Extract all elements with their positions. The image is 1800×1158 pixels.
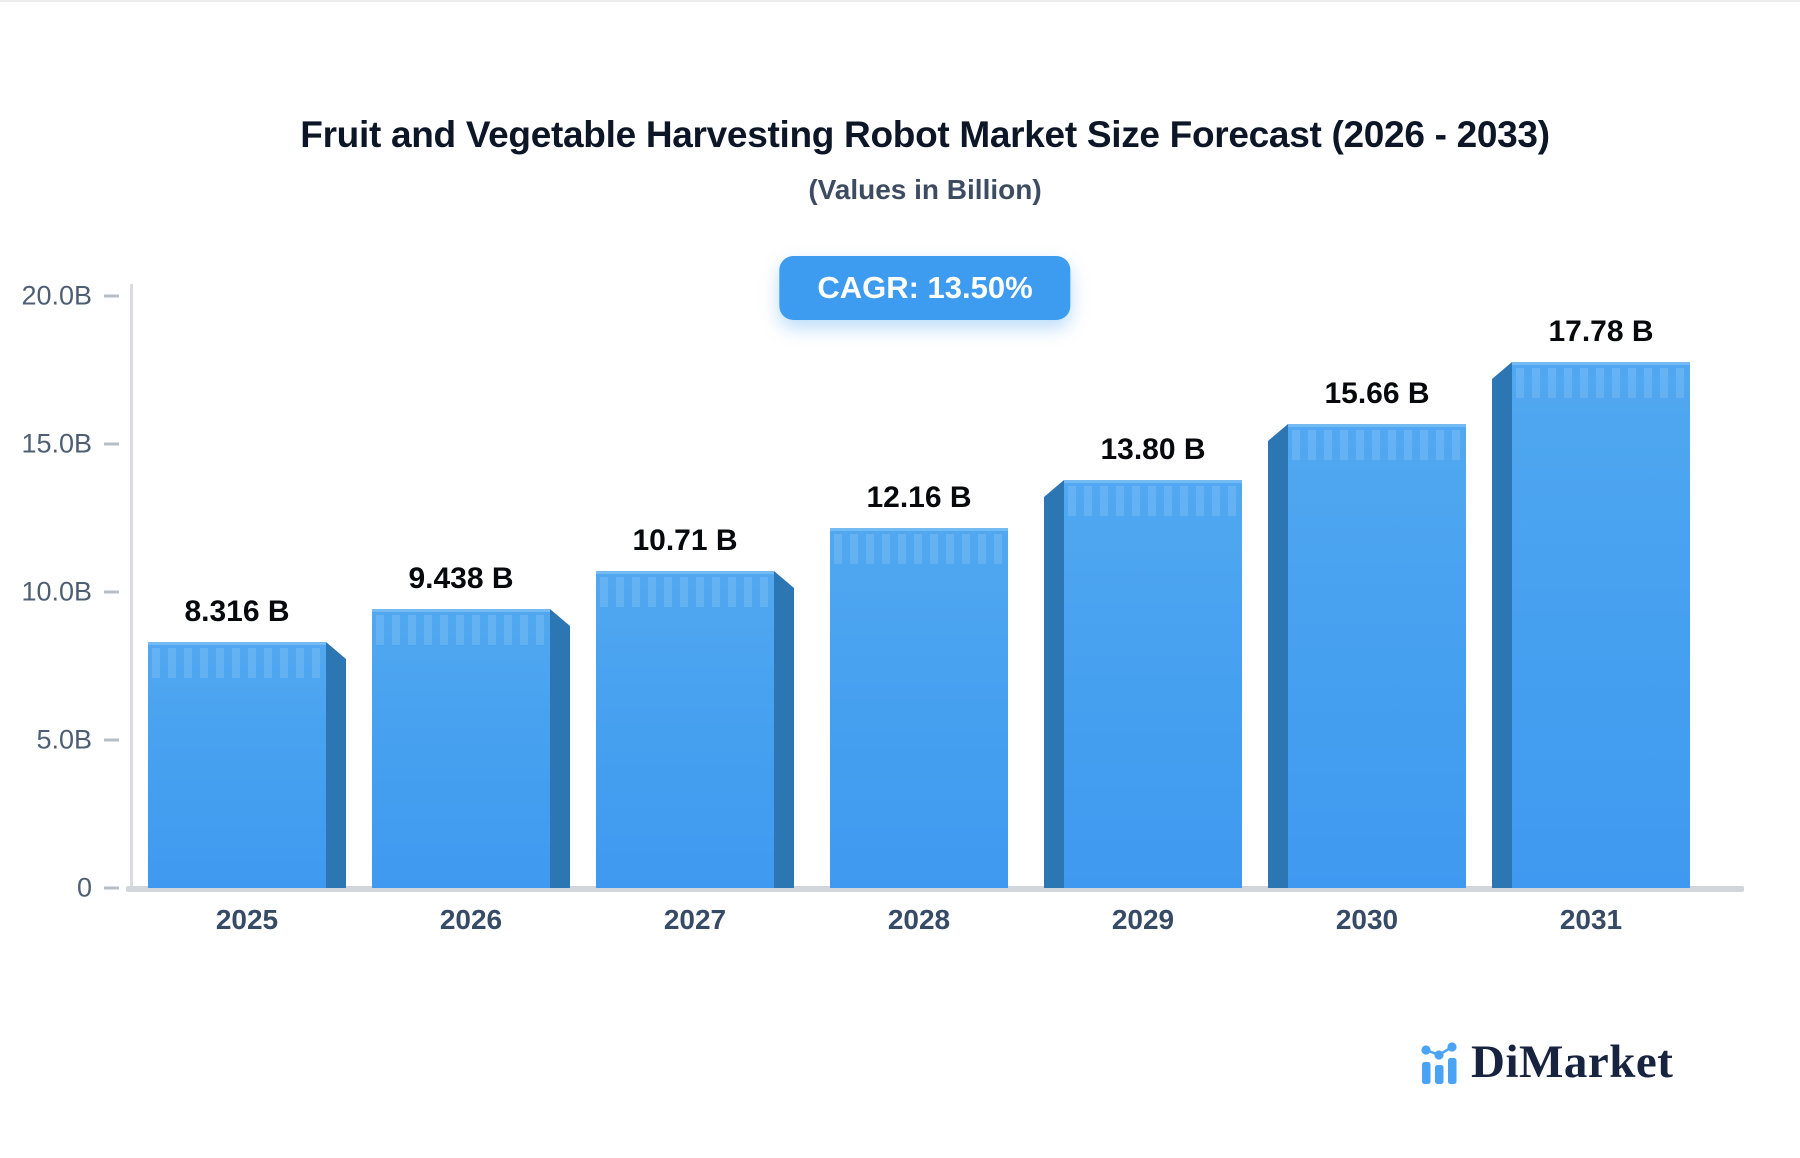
bar-3d-side <box>1044 480 1064 888</box>
y-tick-label: 20.0B <box>21 280 92 311</box>
bar <box>148 642 326 888</box>
bar-value-label: 8.316 B <box>184 595 290 628</box>
bar <box>372 609 550 888</box>
x-axis-label: 2028 <box>887 904 951 935</box>
y-tick-mark <box>104 590 119 594</box>
bar <box>1064 480 1242 888</box>
y-tick-label: 10.0B <box>21 576 92 607</box>
y-tick-mark <box>104 886 119 890</box>
bar <box>1512 362 1690 888</box>
bar-value-label: 12.16 B <box>866 481 972 514</box>
y-axis-line <box>130 284 133 888</box>
dimarket-logo: DiMarket <box>1418 1038 1673 1086</box>
x-axis-label: 2025 <box>215 904 279 935</box>
x-axis-label: 2031 <box>1559 904 1623 935</box>
y-tick-mark <box>104 294 119 298</box>
bar-value-label: 9.438 B <box>408 562 514 595</box>
x-axis-label: 2030 <box>1335 904 1399 935</box>
logo-text: DiMarket <box>1471 1036 1674 1088</box>
bar-value-label: 17.78 B <box>1548 315 1654 348</box>
bar-3d-side <box>550 609 570 888</box>
y-tick-mark <box>104 442 119 446</box>
bar <box>830 528 1008 888</box>
y-tick-label: 15.0B <box>21 428 92 459</box>
bar-3d-side <box>1268 424 1288 888</box>
x-axis-label: 2029 <box>1111 904 1175 935</box>
y-tick-mark <box>104 738 119 742</box>
bar <box>1288 424 1466 888</box>
bar-3d-side <box>774 571 794 888</box>
bar <box>596 571 774 888</box>
bar-3d-side <box>1492 362 1512 888</box>
bar-3d-side <box>326 642 346 888</box>
y-tick-label: 0 <box>76 872 92 903</box>
x-axis-baseline <box>126 886 1744 892</box>
bar-value-label: 15.66 B <box>1324 377 1430 410</box>
bar-value-label: 10.71 B <box>632 524 738 557</box>
x-axis-label: 2026 <box>439 904 503 935</box>
x-axis-label: 2027 <box>663 904 727 935</box>
bar-value-label: 13.80 B <box>1100 433 1206 466</box>
bar-chart-logo-icon <box>1421 1042 1457 1084</box>
y-tick-label: 5.0B <box>36 724 92 755</box>
chart-title: Fruit and Vegetable Harvesting Robot Mar… <box>300 114 1550 155</box>
chart-subtitle: (Values in Billion) <box>808 174 1042 205</box>
cagr-badge: CAGR: 13.50% <box>779 256 1071 320</box>
